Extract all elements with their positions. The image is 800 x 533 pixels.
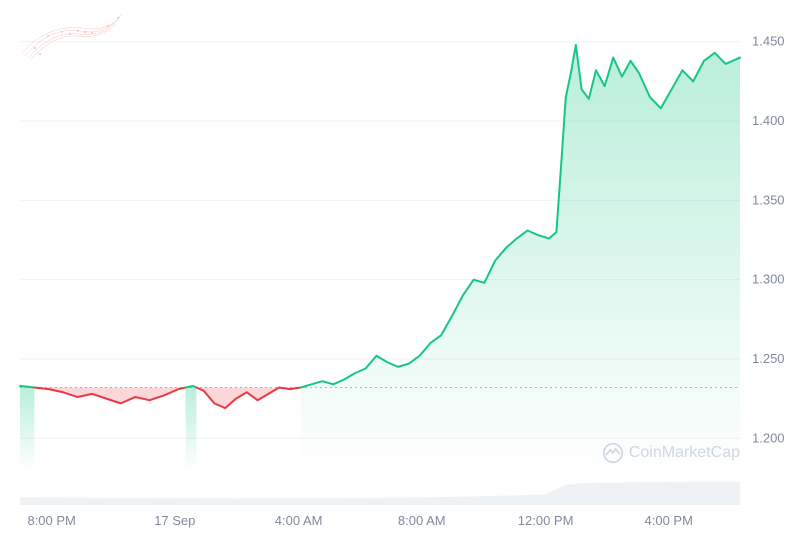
svg-text:4:00 AM: 4:00 AM: [275, 513, 323, 528]
svg-text:1.300: 1.300: [752, 272, 785, 287]
svg-text:4:00 PM: 4:00 PM: [645, 513, 693, 528]
svg-text:1.350: 1.350: [752, 192, 785, 207]
svg-text:1.250: 1.250: [752, 351, 785, 366]
svg-text:17 Sep: 17 Sep: [154, 513, 195, 528]
chart-svg: 1.200 1.250 1.300 1.350 1.400 1.450 8:00 PM 17 …: [0, 0, 800, 533]
svg-text:1.450: 1.450: [752, 34, 785, 49]
svg-text:1.200: 1.200: [752, 430, 785, 445]
svg-text:8:00 AM: 8:00 AM: [398, 513, 446, 528]
svg-text:1.400: 1.400: [752, 113, 785, 128]
price-chart[interactable]: 1.200 1.250 1.300 1.350 1.400 1.450 8:00 PM 17 …: [0, 0, 800, 533]
svg-text:8:00 PM: 8:00 PM: [27, 513, 75, 528]
svg-text:12:00 PM: 12:00 PM: [518, 513, 574, 528]
